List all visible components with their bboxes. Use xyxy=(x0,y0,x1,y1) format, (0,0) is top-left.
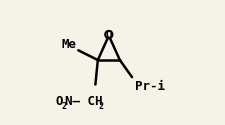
Circle shape xyxy=(105,31,112,38)
Text: Me: Me xyxy=(61,38,76,51)
Text: N— CH: N— CH xyxy=(65,95,103,108)
Text: O: O xyxy=(55,95,63,108)
Text: Pr-i: Pr-i xyxy=(135,80,164,94)
Text: 2: 2 xyxy=(62,102,67,111)
Text: 2: 2 xyxy=(99,102,104,111)
Text: O: O xyxy=(106,30,112,40)
